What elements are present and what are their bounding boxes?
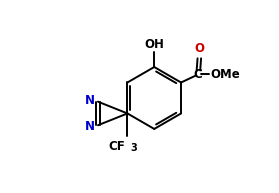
Text: OH: OH <box>144 37 164 51</box>
Text: 3: 3 <box>131 143 137 153</box>
Text: C: C <box>194 68 203 81</box>
Text: N: N <box>85 120 94 133</box>
Text: CF: CF <box>108 140 125 153</box>
Text: OMe: OMe <box>211 68 240 81</box>
Text: O: O <box>194 42 204 55</box>
Text: N: N <box>85 94 94 107</box>
